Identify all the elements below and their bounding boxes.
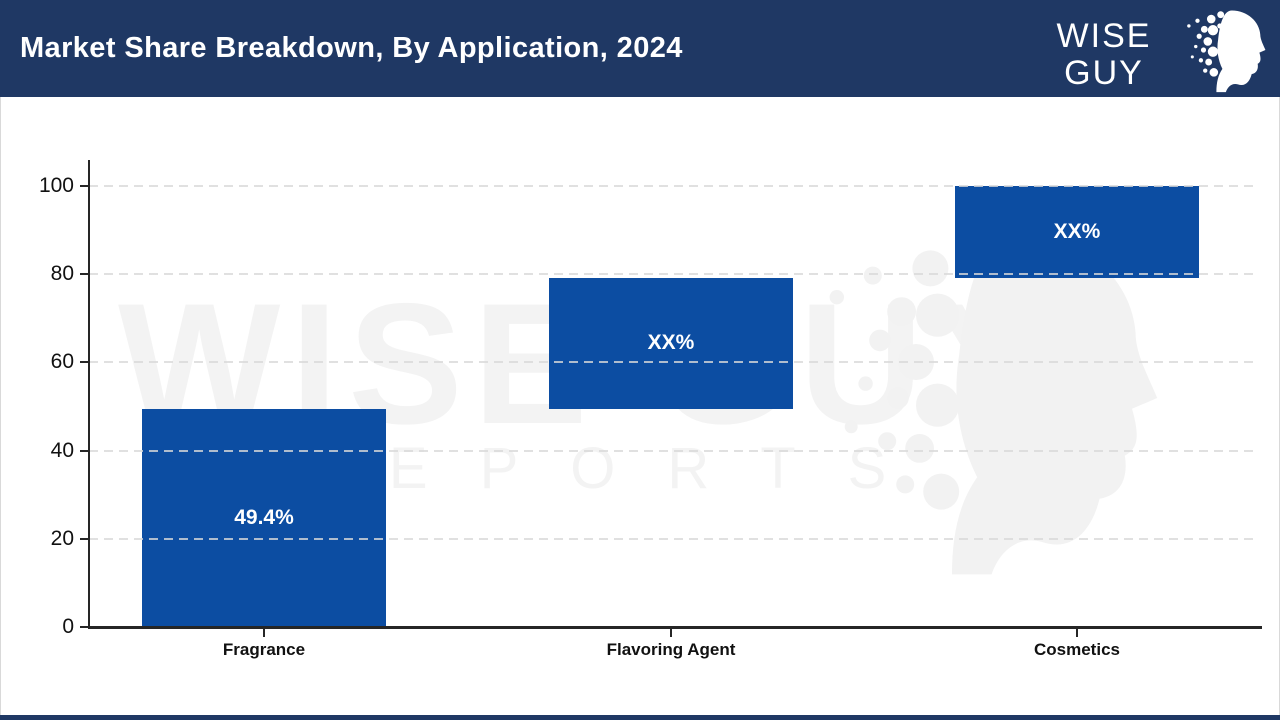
wiseguy-head-icon <box>1187 10 1266 93</box>
y-tick-label: 100 <box>38 174 74 197</box>
gridline <box>89 361 1255 364</box>
brand-name: WISE GUY <box>1056 17 1152 93</box>
x-axis-line <box>88 626 1262 629</box>
y-axis-tick <box>80 449 89 452</box>
x-axis-tick <box>1076 629 1078 637</box>
y-tick-label: 60 <box>50 350 74 374</box>
bar-cosmetics: XX% <box>955 186 1199 278</box>
header-bar: Market Share Breakdown, By Application, … <box>0 0 1280 112</box>
bar-flavoring-agent: XX% <box>549 277 793 410</box>
brand-subtitle: REPORTS <box>1039 94 1175 112</box>
gridline <box>89 537 1255 540</box>
x-category-label: Cosmetics <box>1034 640 1120 659</box>
gridline <box>89 185 1255 187</box>
y-axis-spine <box>88 160 90 627</box>
x-axis-tick <box>670 629 672 637</box>
bar-value-label: XX% <box>1053 219 1101 243</box>
y-tick-label: 0 <box>62 615 74 638</box>
y-axis-tick <box>80 537 89 540</box>
y-tick-label: 80 <box>50 262 74 286</box>
footer-bar <box>0 715 1280 720</box>
gridline <box>89 273 1255 276</box>
bar-value-label: 49.4% <box>234 506 294 530</box>
x-axis-tick <box>263 629 265 637</box>
y-axis-tick <box>80 185 89 187</box>
brand-logo: WISE GUY REPORTS <box>1018 4 1268 112</box>
y-tick-label: 40 <box>50 438 74 462</box>
y-axis-tick <box>80 361 89 364</box>
y-tick-label: 20 <box>50 526 74 550</box>
gridline <box>89 449 1255 452</box>
chart-area: 0 20 40 60 80 100 49.4% Fragrance XX% Flavoring A… <box>0 97 1280 715</box>
y-axis-tick <box>80 273 89 276</box>
bar-fragrance: 49.4% <box>142 409 386 627</box>
y-axis-tick <box>80 626 89 628</box>
x-category-label: Flavoring Agent <box>606 640 736 659</box>
x-category-label: Fragrance <box>222 640 306 659</box>
bar-value-label: XX% <box>647 331 695 355</box>
watermark-subtext: REPORTS <box>295 436 939 501</box>
page-title: Market Share Breakdown, By Application, … <box>20 32 683 64</box>
